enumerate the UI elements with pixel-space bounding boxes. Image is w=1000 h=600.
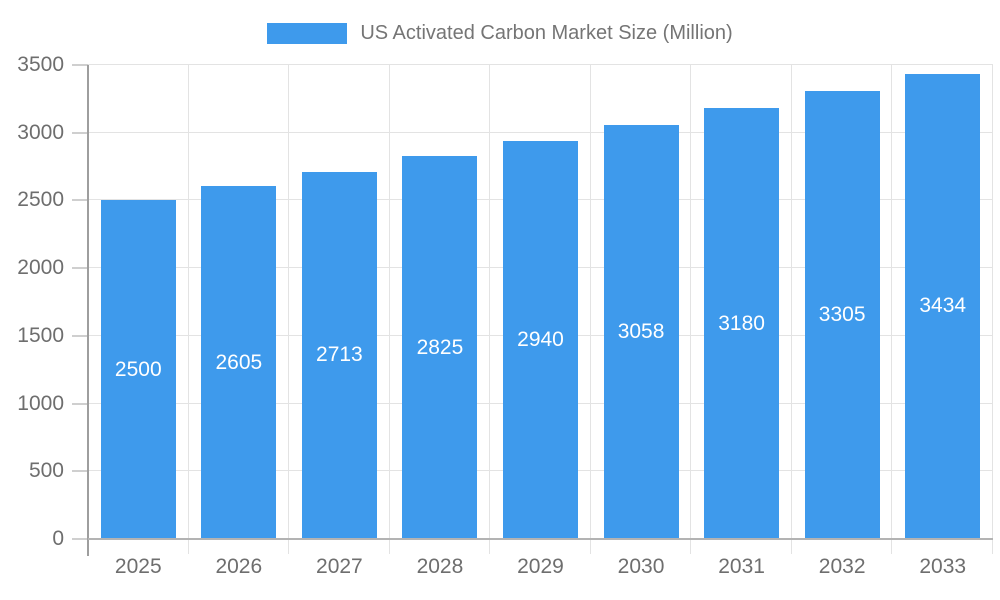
bar-2033: 3434 xyxy=(905,73,981,539)
y-axis-label: 3000 xyxy=(17,120,64,144)
v-gridline xyxy=(589,65,591,554)
bar-2030: 3058 xyxy=(603,124,679,539)
bar-2027: 2713 xyxy=(301,171,377,539)
bar-2025: 2500 xyxy=(100,200,176,539)
x-axis-label: 2032 xyxy=(818,555,866,578)
v-gridline xyxy=(388,65,390,554)
x-axis-label: 2025 xyxy=(114,555,162,578)
bar-2029: 2940 xyxy=(503,140,578,539)
y-tick xyxy=(72,131,88,134)
bar-2026: 2605 xyxy=(201,186,277,539)
x-axis-line xyxy=(88,538,993,540)
y-axis-label: 1500 xyxy=(17,323,64,347)
x-axis-label: 2033 xyxy=(919,555,967,578)
h-gridline xyxy=(88,131,993,133)
y-tick xyxy=(72,199,88,202)
v-gridline xyxy=(790,65,792,554)
h-gridline xyxy=(88,64,993,65)
x-axis-label: 2027 xyxy=(316,555,363,578)
y-tick xyxy=(72,267,88,270)
bar-value-label: 3058 xyxy=(617,319,665,343)
y-tick xyxy=(72,538,88,540)
bar-value-label: 2940 xyxy=(517,327,564,351)
legend-label: US Activated Carbon Market Size (Million… xyxy=(360,22,733,44)
plot-area: 0 500 1000 1500 2000 2500 3000 3500 2500 2025 2605… xyxy=(17,53,993,578)
v-gridline xyxy=(891,65,893,554)
bar-value-label: 2713 xyxy=(316,343,363,367)
legend[interactable]: US Activated Carbon Market Size (Million… xyxy=(0,22,1000,45)
y-axis-label: 2000 xyxy=(17,256,64,280)
y-tick xyxy=(72,402,88,405)
y-axis-label: 500 xyxy=(28,459,64,483)
x-axis-label: 2029 xyxy=(517,555,564,578)
v-gridline xyxy=(690,65,692,554)
bar-value-label: 3305 xyxy=(818,303,866,327)
y-tick xyxy=(72,64,88,66)
v-gridline xyxy=(288,65,290,554)
bar-2032: 3305 xyxy=(804,91,880,539)
bar-value-label: 2500 xyxy=(114,357,162,381)
y-axis-label: 2500 xyxy=(17,188,64,212)
bar-value-label: 3180 xyxy=(718,311,765,335)
bar-value-label: 2605 xyxy=(215,350,263,374)
x-axis-label: 2026 xyxy=(215,555,263,578)
v-gridline xyxy=(992,65,993,554)
bar-2028: 2825 xyxy=(402,156,478,539)
bar-value-label: 3434 xyxy=(919,294,967,318)
v-gridline xyxy=(489,65,491,554)
y-axis-line xyxy=(87,65,89,556)
y-axis-label: 0 xyxy=(52,527,64,550)
legend-swatch-icon xyxy=(267,23,348,44)
x-axis-label: 2030 xyxy=(617,555,665,578)
y-tick xyxy=(72,470,88,473)
bar-value-label: 2825 xyxy=(416,335,464,359)
x-axis-label: 2031 xyxy=(718,555,765,578)
y-axis-label: 1000 xyxy=(17,391,64,415)
y-axis-label: 3500 xyxy=(17,53,64,76)
y-tick xyxy=(72,334,88,337)
bar-2031: 3180 xyxy=(704,108,780,539)
x-axis-label: 2028 xyxy=(416,555,464,578)
v-gridline xyxy=(187,65,189,554)
